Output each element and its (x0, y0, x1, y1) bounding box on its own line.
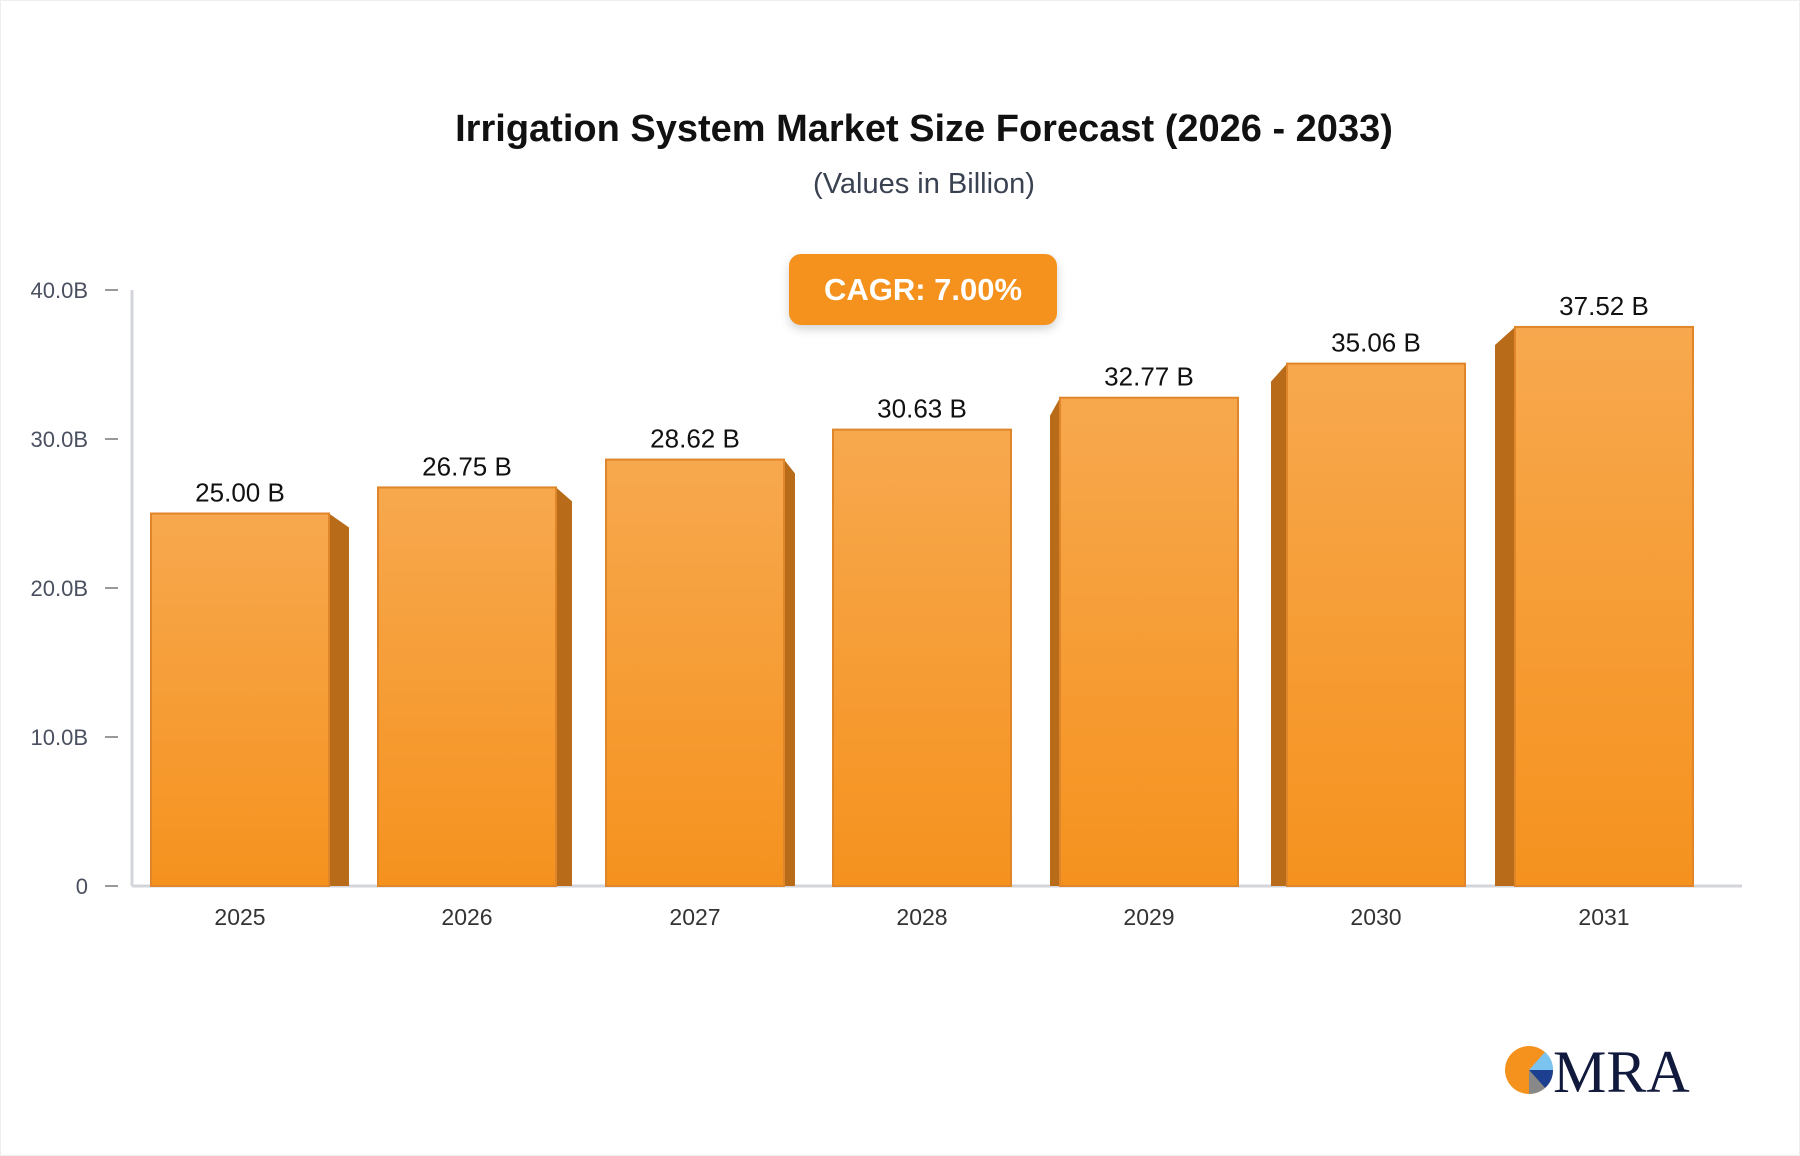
chart-subtitle: (Values in Billion) (813, 168, 1035, 200)
x-tick-label: 2030 (1350, 904, 1401, 930)
chart-title: Irrigation System Market Size Forecast (… (455, 108, 1393, 150)
y-tick-label: 10.0B (31, 725, 89, 750)
x-tick-label: 2028 (896, 904, 947, 930)
bar-side (556, 487, 572, 886)
y-tick-label: 0 (76, 874, 88, 899)
data-label: 26.75 B (422, 451, 512, 481)
bar (1286, 362, 1466, 887)
data-label: 30.63 B (877, 394, 967, 424)
bar-side (329, 513, 349, 886)
bar (377, 486, 557, 887)
x-tick-label: 2025 (214, 904, 265, 930)
data-label: 37.52 B (1559, 291, 1649, 321)
y-tick-label: 30.0B (31, 427, 89, 452)
svg-text:MRA: MRA (1553, 1040, 1690, 1100)
bar-side (784, 459, 795, 886)
bar-side (1050, 397, 1060, 886)
bar-side (1495, 326, 1515, 886)
x-tick-label: 2026 (441, 904, 492, 930)
bar-side (1271, 363, 1287, 887)
data-label: 32.77 B (1104, 362, 1194, 392)
data-label: 28.62 B (650, 424, 740, 454)
bar (1514, 325, 1694, 887)
bar (832, 428, 1012, 887)
x-tick-label: 2027 (669, 904, 720, 930)
y-tick-label: 40.0B (31, 278, 89, 303)
cagr-badge: CAGR: 7.00% (789, 254, 1057, 325)
data-label: 35.06 B (1331, 328, 1421, 358)
mra-logo: MRA (1505, 1040, 1690, 1100)
y-tick-label: 20.0B (31, 576, 89, 601)
bar (605, 458, 785, 887)
bar (150, 512, 330, 887)
x-tick-label: 2029 (1123, 904, 1174, 930)
data-label: 25.00 B (195, 478, 285, 508)
x-tick-label: 2031 (1578, 904, 1629, 930)
bar (1059, 396, 1239, 887)
